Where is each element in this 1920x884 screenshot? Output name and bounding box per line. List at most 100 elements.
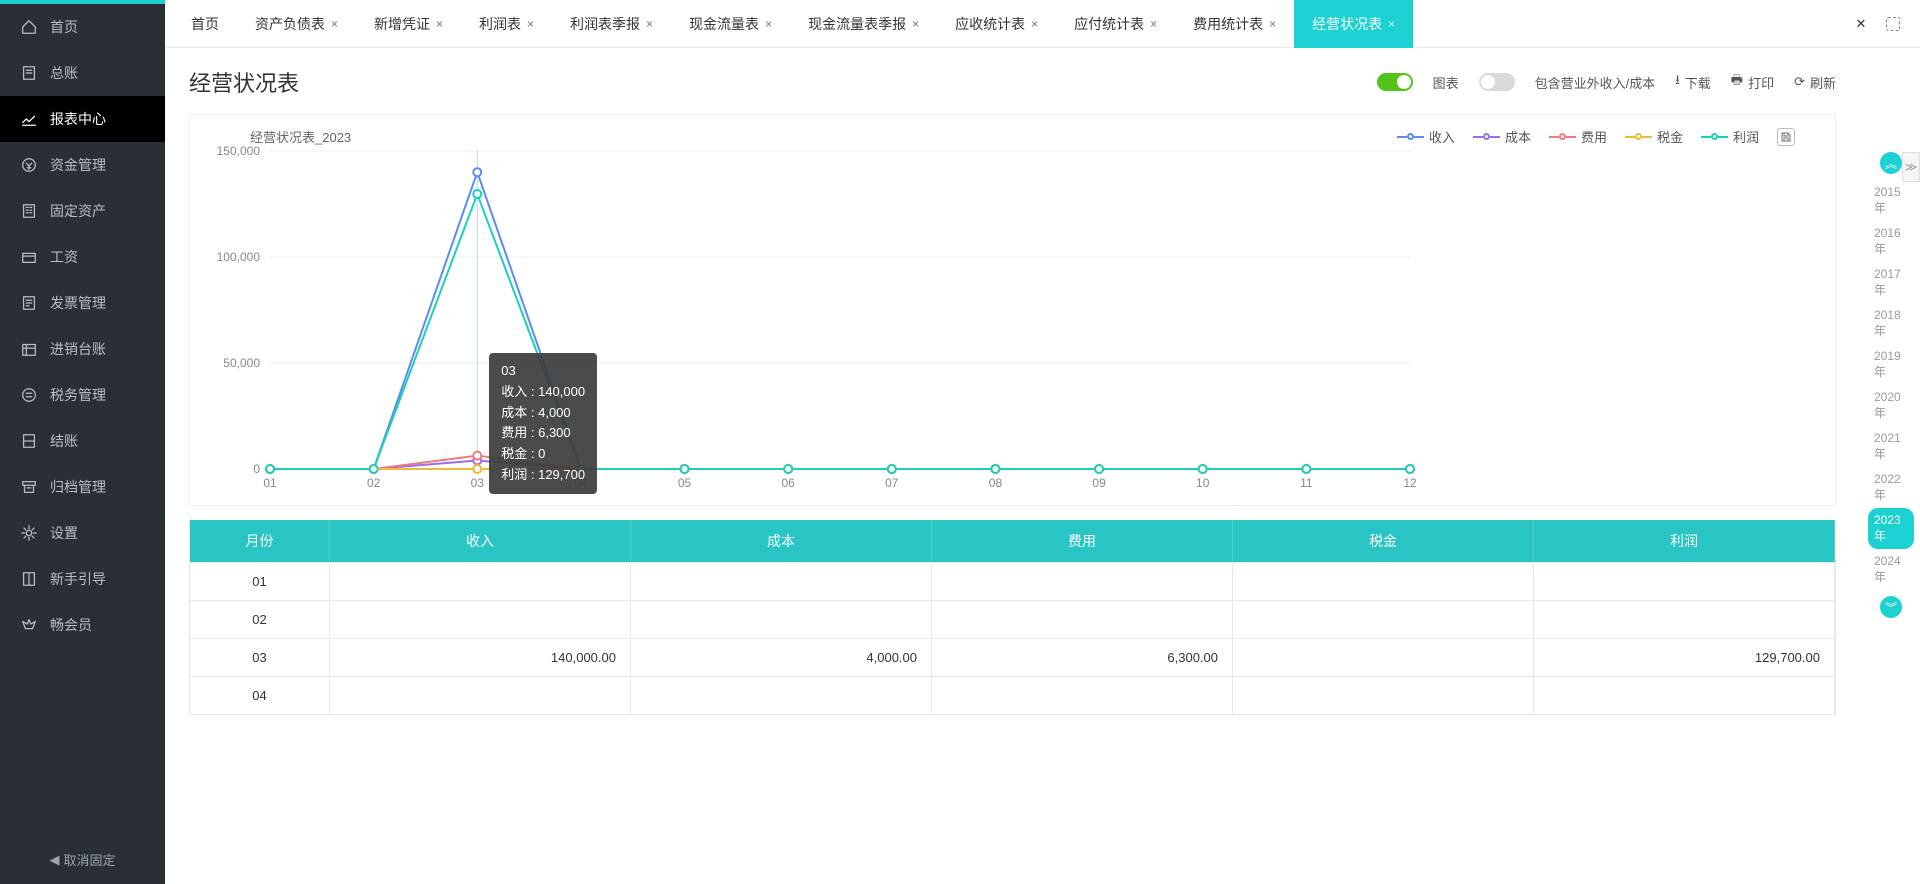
tab-close-icon[interactable]: × [1269,17,1276,31]
tab-label: 资产负债表 [255,14,325,34]
sidebar-item-ledger[interactable]: 总账 [0,50,165,96]
legend-label: 税金 [1657,127,1683,146]
inventory-icon [20,340,38,358]
sidebar-item-close-book[interactable]: 结账 [0,418,165,464]
tab-close-icon[interactable]: × [1388,17,1395,31]
tab-应付统计表[interactable]: 应付统计表 × [1056,0,1175,48]
chart-save-icon[interactable] [1777,128,1795,146]
year-scroll-down-button[interactable]: ︾ [1880,596,1902,618]
table-cell-month: 01 [190,563,330,600]
year-option[interactable]: 2018年 [1868,303,1914,344]
year-option[interactable]: 2023年 [1868,508,1914,549]
sidebar-item-vip[interactable]: 畅会员 [0,602,165,648]
svg-text:09: 09 [1092,476,1106,490]
table-header-row: 月份收入成本费用税金利润 [190,520,1835,562]
legend-label: 成本 [1505,127,1531,146]
salary-icon [20,248,38,266]
table-cell [330,677,631,714]
tab-label: 费用统计表 [1193,14,1263,34]
year-option[interactable]: 2024年 [1868,549,1914,590]
table-cell [1534,601,1835,638]
download-button[interactable]: ⭳ 下载 [1675,71,1711,93]
year-option[interactable]: 2016年 [1868,221,1914,262]
building-icon [20,202,38,220]
toggle-chart[interactable] [1377,73,1413,91]
home-icon [20,18,38,36]
data-table: 月份收入成本费用税金利润 010203140,000.004,000.006,3… [189,520,1836,715]
year-option[interactable]: 2021年 [1868,426,1914,467]
sidebar-item-yen[interactable]: 资金管理 [0,142,165,188]
svg-text:06: 06 [782,476,796,490]
tab-close-icon[interactable]: × [646,17,653,31]
svg-text:100,000: 100,000 [217,250,261,264]
sidebar-item-home[interactable]: 首页 [0,4,165,50]
fullscreen-icon[interactable] [1886,17,1900,31]
legend-item-税金[interactable]: 税金 [1625,127,1683,146]
table-cell [330,563,631,600]
sidebar-item-guide[interactable]: 新手引导 [0,556,165,602]
tab-label: 利润表季报 [570,14,640,34]
chart-legend: 收入 成本费用 税金利润 [1397,127,1795,146]
sidebar-footer-label: 取消固定 [63,850,115,869]
tab-利润表季报[interactable]: 利润表季报 × [552,0,671,48]
legend-item-收入[interactable]: 收入 [1397,127,1455,146]
table-cell [932,563,1233,600]
sidebar-item-salary[interactable]: 工资 [0,234,165,280]
sidebar-item-inventory[interactable]: 进销台账 [0,326,165,372]
table-cell [1233,601,1534,638]
tab-现金流量表[interactable]: 现金流量表× [671,0,790,48]
sidebar-item-tax[interactable]: 税务管理 [0,372,165,418]
print-icon: 🖶 [1731,71,1743,93]
sidebar-item-label: 畅会员 [50,615,92,635]
tab-利润表[interactable]: 利润表× [461,0,552,48]
tab-现金流量表季报[interactable]: 现金流量表季报× [790,0,937,48]
table-cell-month: 03 [190,639,330,676]
table-row: 03140,000.004,000.006,300.00129,700.00 [190,638,1835,676]
svg-text:10: 10 [1196,476,1210,490]
legend-item-利润[interactable]: 利润 [1701,127,1759,146]
tab-close-icon[interactable]: × [912,17,919,31]
sidebar-item-chart[interactable]: 报表中心 [0,96,165,142]
svg-text:08: 08 [989,476,1003,490]
svg-text:05: 05 [678,476,692,490]
year-option[interactable]: 2015年 [1868,180,1914,221]
tab-close-icon[interactable]: × [765,17,772,31]
table-cell [1233,639,1534,676]
year-option[interactable]: 2022年 [1868,467,1914,508]
tab-费用统计表[interactable]: 费用统计表 × [1175,0,1294,48]
sidebar-unpin-button[interactable]: ◀ 取消固定 [0,835,165,884]
print-button[interactable]: 🖶 打印 [1731,71,1774,93]
sidebar-item-building[interactable]: 固定资产 [0,188,165,234]
sidebar-item-invoice[interactable]: 发票管理 [0,280,165,326]
ledger-icon [20,64,38,82]
close-all-tabs-icon[interactable]: ✕ [1852,15,1870,33]
tab-label: 应付统计表 [1074,14,1144,34]
vip-icon [20,616,38,634]
legend-item-费用[interactable]: 费用 [1549,127,1607,146]
tab-close-icon[interactable]: × [331,17,338,31]
download-label: 下载 [1685,73,1711,92]
tab-首页[interactable]: 首页 [173,0,237,48]
tab-close-icon[interactable]: × [1150,17,1157,31]
tab-close-icon[interactable]: × [436,17,443,31]
year-scroll-up-button[interactable]: ︽ [1880,152,1902,174]
year-option[interactable]: 2017年 [1868,262,1914,303]
year-option[interactable]: 2020年 [1868,385,1914,426]
sidebar-item-archive[interactable]: 归档管理 [0,464,165,510]
year-option[interactable]: 2019年 [1868,344,1914,385]
page-title: 经营状况表 [189,66,299,98]
tab-经营状况表[interactable]: 经营状况表× [1294,0,1413,48]
sidebar-item-label: 资金管理 [50,155,106,175]
sidebar-item-gear[interactable]: 设置 [0,510,165,556]
table-row: 02 [190,600,1835,638]
tab-close-icon[interactable]: × [1031,17,1038,31]
refresh-button[interactable]: ⟳ 刷新 [1794,73,1836,92]
legend-item-成本[interactable]: 成本 [1473,127,1531,146]
tab-应收统计表[interactable]: 应收统计表× [937,0,1056,48]
tab-close-icon[interactable]: × [527,17,534,31]
toggle-include-other[interactable] [1479,73,1515,91]
tab-资产负债表[interactable]: 资产负债表 × [237,0,356,48]
line-chart[interactable]: 050,000100,000150,0000102030405060708091… [190,115,1440,505]
tab-新增凭证[interactable]: 新增凭证× [356,0,461,48]
table-row: 04 [190,676,1835,714]
